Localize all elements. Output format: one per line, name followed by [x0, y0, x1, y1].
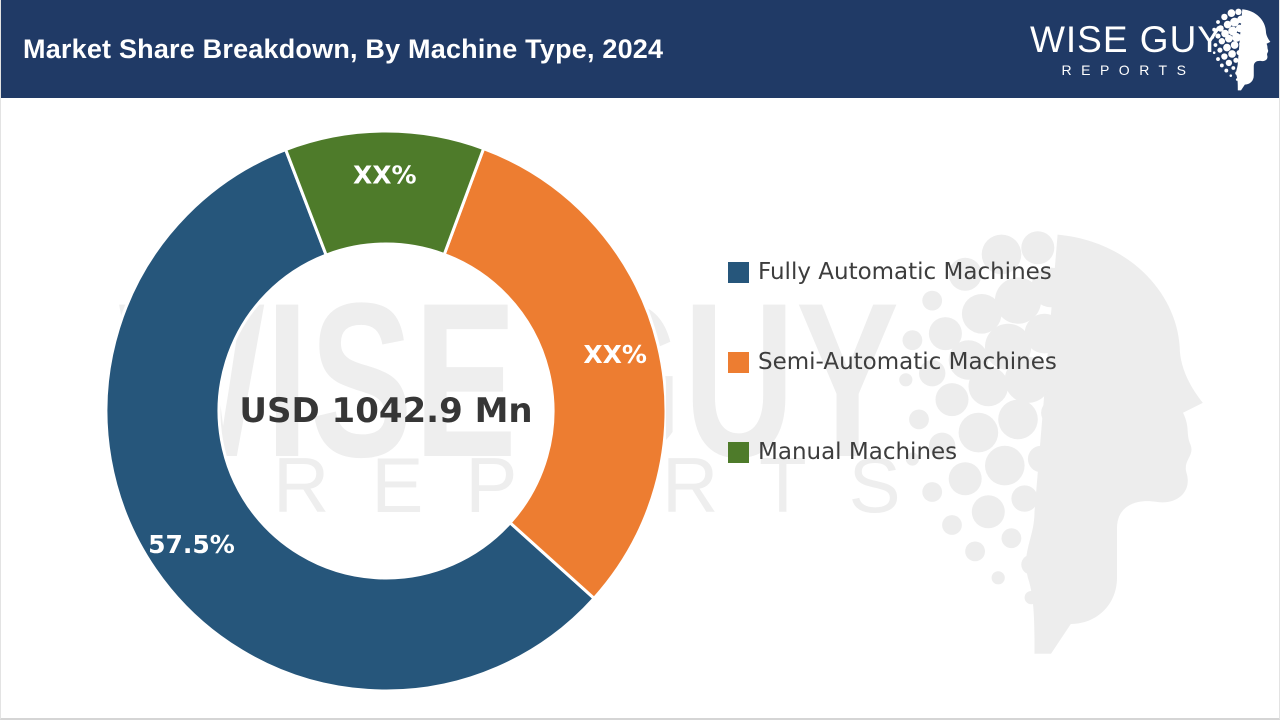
donut-chart: 57.5% XX% XX% [106, 131, 666, 691]
segment-value-label: 57.5% [148, 530, 235, 559]
page-title: Market Share Breakdown, By Machine Type,… [23, 33, 664, 64]
legend: Fully Automatic Machines Semi-Automatic … [728, 258, 1057, 467]
header: Market Share Breakdown, By Machine Type,… [1, 0, 1279, 98]
legend-swatch-fully-automatic [728, 262, 749, 283]
legend-label: Semi-Automatic Machines [758, 349, 1057, 375]
segment-value-label: XX% [583, 340, 647, 369]
chart-center-value: USD 1042.9 Mn [239, 391, 533, 431]
legend-swatch-manual [728, 442, 749, 463]
chart-area: WISE GUY REPORTS 57.5%XX%XX% USD 1042.9 … [1, 98, 1280, 718]
legend-item-fully-automatic: Fully Automatic Machines [728, 258, 1057, 287]
logo-wordmark: WISE GUY [1029, 19, 1223, 60]
legend-item-semi-automatic: Semi-Automatic Machines [728, 348, 1057, 377]
donut-segment-manual-machines [283, 131, 486, 258]
legend-item-manual: Manual Machines [728, 438, 1057, 467]
logo-subtext: REPORTS [1061, 62, 1196, 78]
legend-label: Fully Automatic Machines [758, 259, 1052, 285]
legend-swatch-semi-automatic [728, 352, 749, 373]
wise-guy-face-icon [1209, 8, 1273, 91]
segment-value-label: XX% [353, 161, 417, 190]
wise-guy-logo: WISE GUY REPORTS [1030, 8, 1273, 91]
logo-text: WISE GUY REPORTS [1030, 21, 1223, 77]
legend-label: Manual Machines [758, 439, 958, 465]
donut-segment-semi-automatic-machines [442, 146, 666, 601]
donut-segment-fully-automatic-machines [106, 147, 597, 691]
